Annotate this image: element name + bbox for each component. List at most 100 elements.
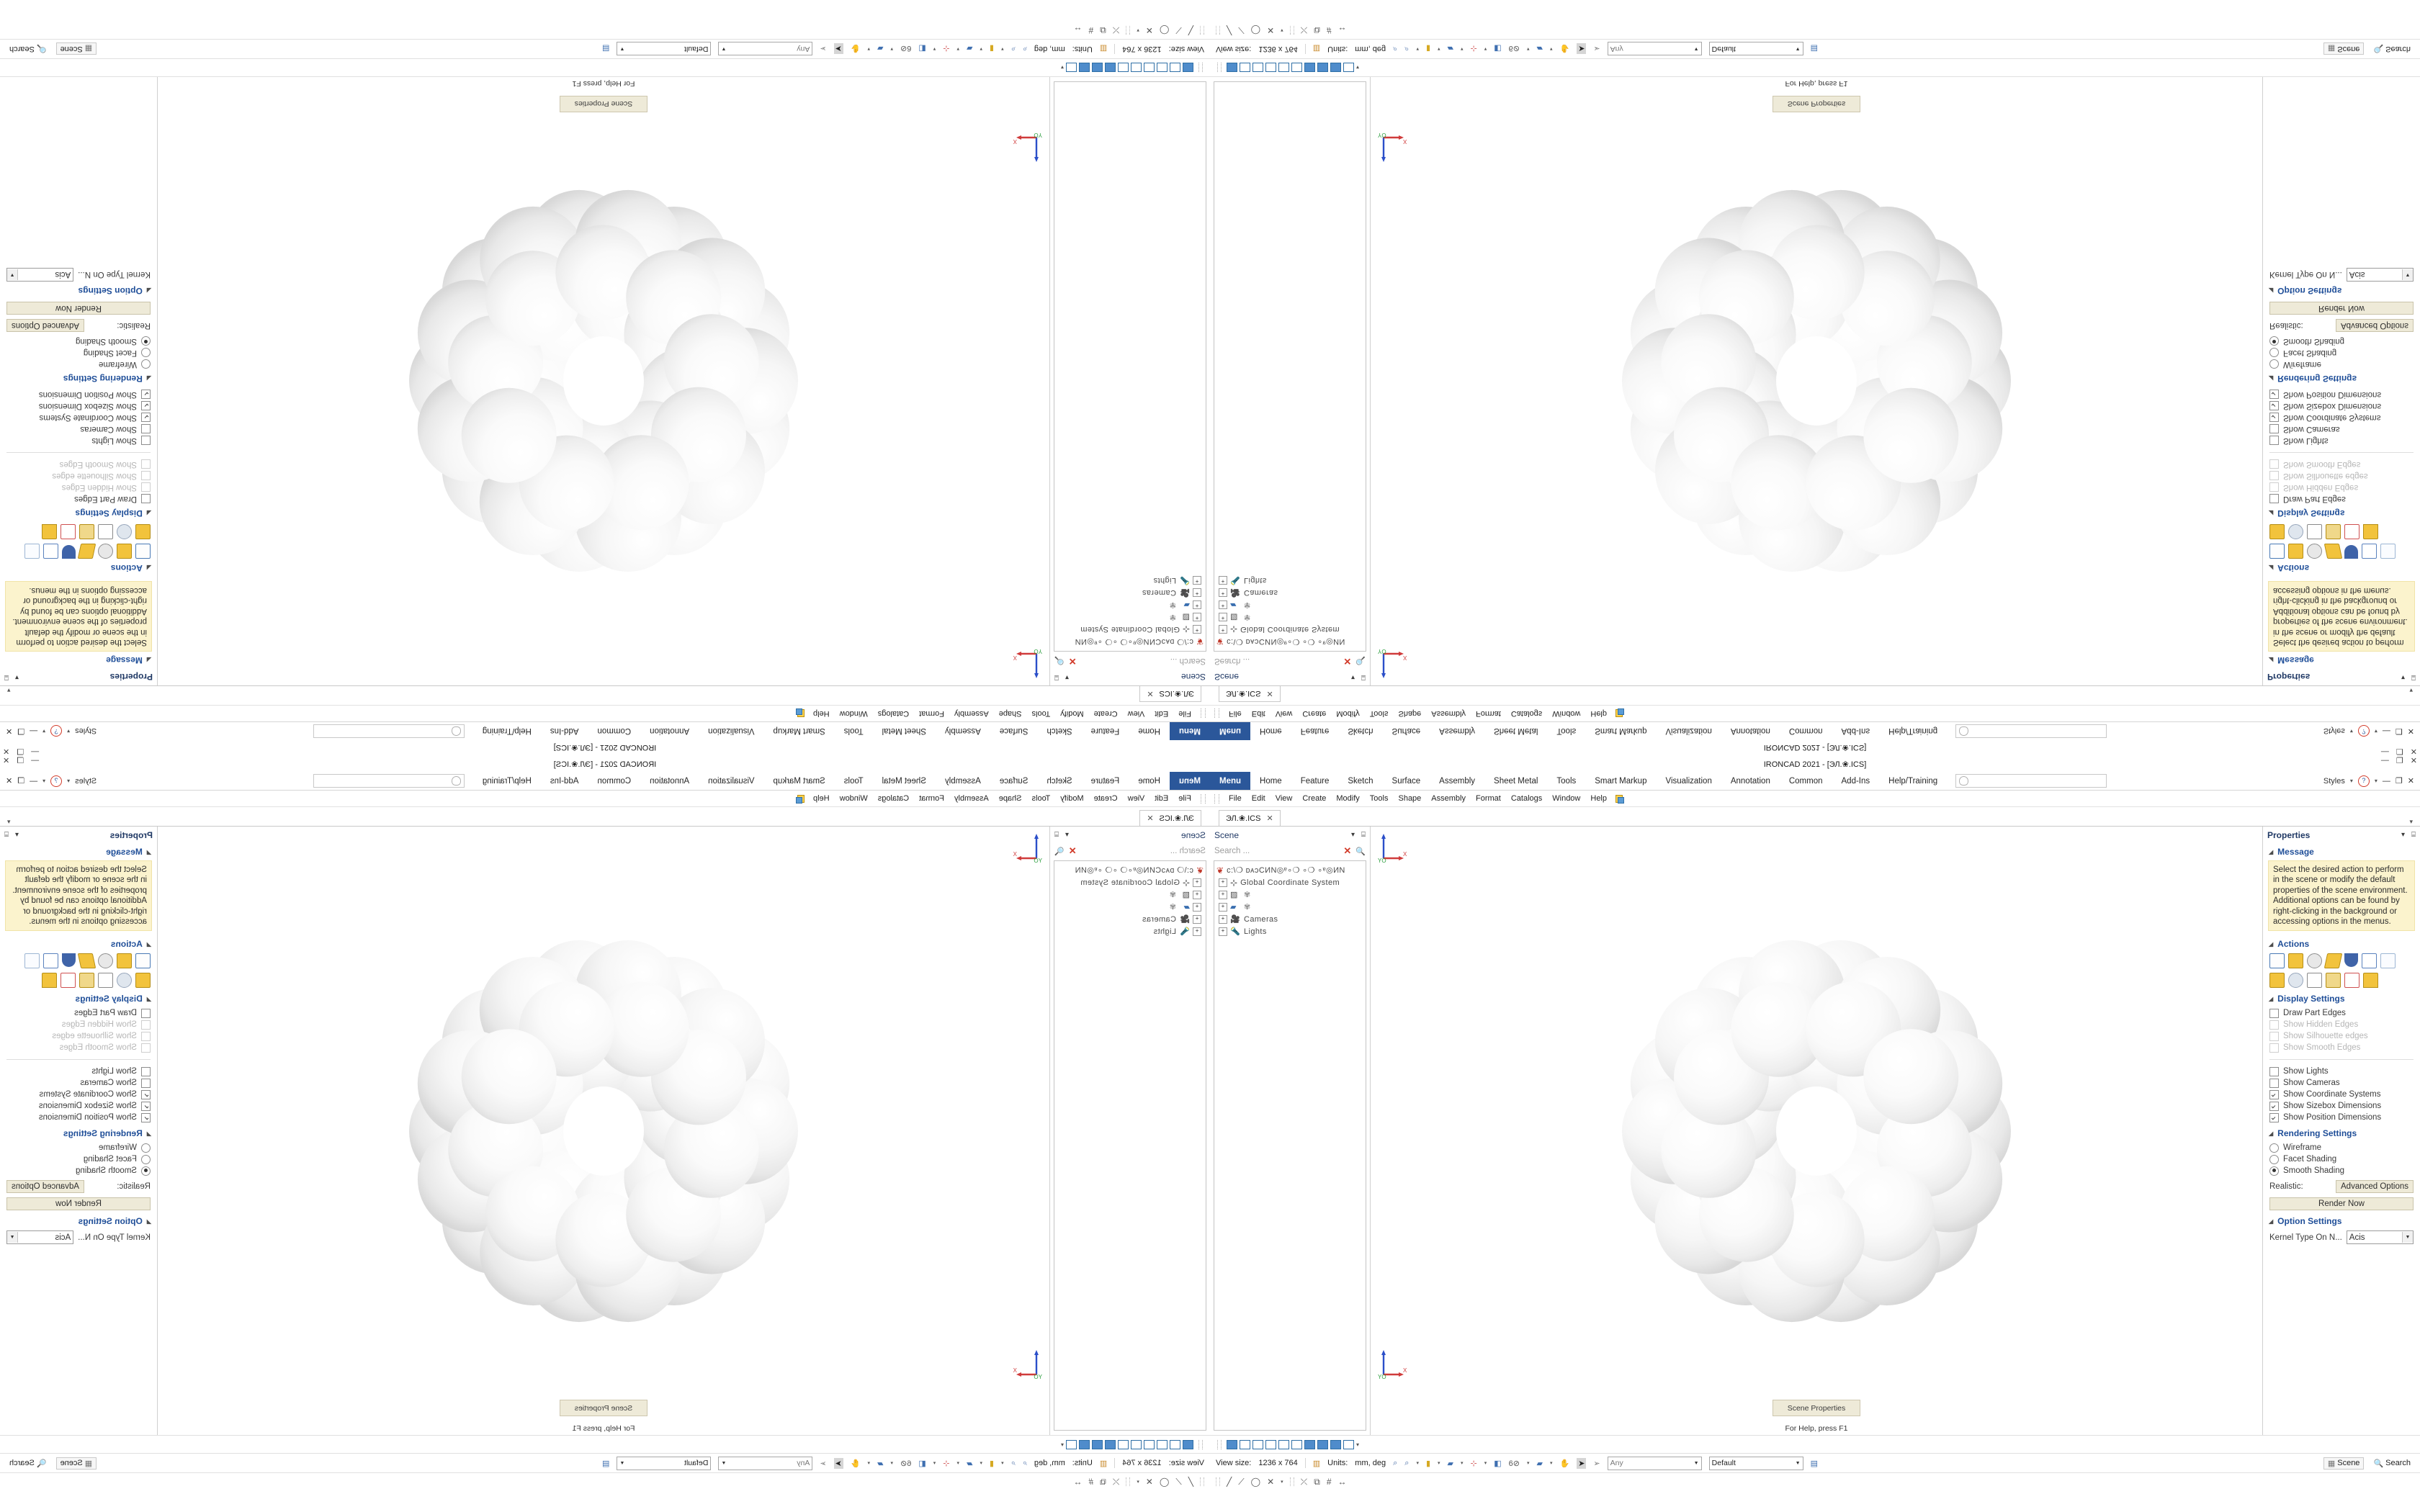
- tab-feature[interactable]: Feature: [1090, 776, 1120, 786]
- collapse-triangle-icon[interactable]: ◢: [2269, 1130, 2274, 1137]
- view-style-wireframe-icon[interactable]: [1157, 63, 1168, 73]
- chevron-down-icon[interactable]: ▼: [2402, 269, 2413, 280]
- tab-tools[interactable]: Tools: [843, 776, 864, 786]
- settings-gear-icon[interactable]: [117, 523, 132, 539]
- sketchbar-grip[interactable]: [1200, 1477, 1204, 1486]
- radio-facet-shading[interactable]: Facet Shading: [2269, 1153, 2414, 1165]
- close-button[interactable]: ✕: [2410, 747, 2417, 755]
- expand-icon[interactable]: +: [1219, 914, 1227, 924]
- checkbox-show-hidden-edges[interactable]: Show Hidden Edges: [2269, 1019, 2414, 1030]
- tab-sheet-metal[interactable]: Sheet Metal: [882, 726, 926, 736]
- radio-facet-shading[interactable]: Facet Shading: [2269, 347, 2414, 359]
- offset-tool-icon[interactable]: ⧉: [1314, 1476, 1320, 1487]
- document-tab[interactable]: ЭЛ.❀.ICS ✕: [1219, 810, 1281, 826]
- point-tool-icon[interactable]: ✕: [1145, 1477, 1153, 1487]
- checkbox-box[interactable]: [2269, 1066, 2279, 1076]
- view-orientation-icon[interactable]: ▰: [967, 44, 973, 53]
- view-style-silhouette-icon[interactable]: [1330, 1439, 1341, 1449]
- tree-item-cameras[interactable]: + 🎥 Cameras: [1057, 913, 1201, 925]
- offset-tool-icon[interactable]: ⧉: [1314, 25, 1320, 36]
- sketch-edit-icon[interactable]: [2362, 953, 2377, 969]
- viewtoolbar-grip[interactable]: [1198, 63, 1203, 73]
- loft-icon[interactable]: [62, 953, 76, 968]
- checkbox-box[interactable]: [2269, 471, 2279, 481]
- checkbox-show-sizebox-dimensions[interactable]: Show Sizebox Dimensions: [2269, 1100, 2414, 1112]
- selection-filter-any-select[interactable]: Any ▼: [1607, 42, 1702, 56]
- view-style-technical-icon[interactable]: [1317, 1439, 1328, 1449]
- menu-window[interactable]: Window: [1552, 709, 1581, 718]
- checkbox-box[interactable]: [2269, 494, 2279, 504]
- checkbox-show-position-dimensions[interactable]: Show Position Dimensions: [2269, 1112, 2414, 1123]
- menu-grip-handle[interactable]: [1214, 708, 1219, 719]
- kernel-type-select[interactable]: Acis ▼: [6, 267, 74, 282]
- tree-item-lights[interactable]: + 🔦 Lights: [1057, 575, 1201, 587]
- menu-format[interactable]: Format: [919, 794, 945, 803]
- menu-format[interactable]: Format: [1475, 794, 1501, 803]
- tab-smart-markup[interactable]: Smart Markup: [773, 776, 825, 786]
- render-now-button[interactable]: Render Now: [2269, 1197, 2414, 1211]
- chevron-down-icon[interactable]: ▼: [1693, 46, 1699, 52]
- menu-modify[interactable]: Modify: [1336, 794, 1360, 803]
- styles-label[interactable]: Styles: [75, 776, 97, 786]
- pan-cursor-icon[interactable]: ✋: [850, 1459, 861, 1468]
- print-icon[interactable]: [42, 523, 57, 539]
- display-settings-section-header[interactable]: ◢ Display Settings: [2263, 990, 2420, 1006]
- 3d-viewport[interactable]: X YO X YO Scene Properties For Hel: [158, 77, 1049, 685]
- tree-item-surfaces[interactable]: + ▨ ✾: [1057, 611, 1201, 624]
- sweep-icon[interactable]: [2323, 543, 2343, 559]
- menu-file[interactable]: File: [1229, 794, 1242, 803]
- tree-item-surfaces[interactable]: + ▨ ✾: [1219, 611, 1363, 624]
- tab-help-training[interactable]: Help/Training: [1888, 776, 1938, 786]
- collapse-triangle-icon[interactable]: ◢: [2269, 1218, 2274, 1225]
- collapse-triangle-icon[interactable]: ◢: [2269, 510, 2274, 517]
- radio-button[interactable]: [141, 359, 151, 369]
- radio-button[interactable]: [2269, 336, 2279, 346]
- grid-snap-icon[interactable]: #: [1088, 1477, 1094, 1487]
- expand-icon[interactable]: +: [1193, 625, 1201, 634]
- select-cursor-icon[interactable]: ➤: [833, 1457, 843, 1469]
- help-icon[interactable]: ?: [2357, 775, 2370, 787]
- scene-properties-button[interactable]: Scene Properties: [1773, 1400, 1860, 1416]
- menu-window[interactable]: Window: [839, 709, 868, 718]
- view-style-hidden-line-icon[interactable]: [1144, 63, 1155, 73]
- grid-snap-icon[interactable]: #: [1326, 25, 1332, 35]
- collapse-triangle-icon[interactable]: ◢: [146, 375, 151, 382]
- zoom-in-icon[interactable]: ⌕: [1022, 1458, 1027, 1467]
- display-settings-section-header[interactable]: ◢ Display Settings: [0, 506, 157, 522]
- print-icon[interactable]: [42, 973, 57, 989]
- tab-assembly[interactable]: Assembly: [944, 726, 981, 736]
- menu-format[interactable]: Format: [919, 709, 945, 718]
- assembly-icon[interactable]: [2326, 973, 2341, 989]
- checkbox-box[interactable]: [141, 1031, 151, 1041]
- checkbox-box[interactable]: [2269, 1101, 2279, 1111]
- checkbox-box[interactable]: [141, 459, 151, 469]
- rendering-settings-section-header[interactable]: ◢ Rendering Settings: [2263, 372, 2420, 387]
- view-style-technical-icon[interactable]: [1092, 1439, 1103, 1449]
- tab-menu[interactable]: Menu: [1169, 772, 1210, 790]
- view-style-shaded-edges-icon[interactable]: [1170, 63, 1180, 73]
- select-cursor-icon[interactable]: ➤: [1577, 43, 1587, 55]
- tab-smart-markup[interactable]: Smart Markup: [1595, 776, 1647, 786]
- option-settings-section-header[interactable]: ◢ Option Settings: [0, 1212, 157, 1228]
- chevron-down-icon[interactable]: ▼: [7, 269, 18, 280]
- tab-assembly[interactable]: Assembly: [1439, 776, 1476, 786]
- sketchbar-grip[interactable]: [1216, 1477, 1220, 1486]
- circle-tool-icon[interactable]: ◯: [1250, 25, 1261, 35]
- tab-tools[interactable]: Tools: [1556, 776, 1577, 786]
- collapse-triangle-icon[interactable]: ◢: [2269, 940, 2274, 948]
- view-style-silhouette-icon[interactable]: [1079, 63, 1090, 73]
- ribbon-close-icon[interactable]: ✕: [6, 777, 13, 786]
- collapse-triangle-icon[interactable]: ◢: [146, 657, 151, 664]
- advanced-options-button[interactable]: Advanced Options: [6, 318, 84, 332]
- camera-tool-icon[interactable]: 6⊘: [1508, 44, 1520, 53]
- view-style-flat-icon[interactable]: [1131, 63, 1142, 73]
- tab-assembly[interactable]: Assembly: [1439, 726, 1476, 736]
- minimize-ribbon-icon[interactable]: ―: [2382, 726, 2390, 736]
- chevron-down-icon[interactable]: ▼: [2402, 1232, 2413, 1243]
- selection-filter-default-select[interactable]: Default ▼: [1708, 1456, 1803, 1470]
- display-tool-icon[interactable]: ▰: [877, 44, 884, 53]
- menu-assembly[interactable]: Assembly: [954, 709, 989, 718]
- point-tool-icon[interactable]: ✕: [1267, 1477, 1275, 1487]
- viewtoolbar-overflow-icon[interactable]: ▾: [1356, 1441, 1360, 1448]
- camera-tool-icon[interactable]: 6⊘: [900, 1459, 912, 1468]
